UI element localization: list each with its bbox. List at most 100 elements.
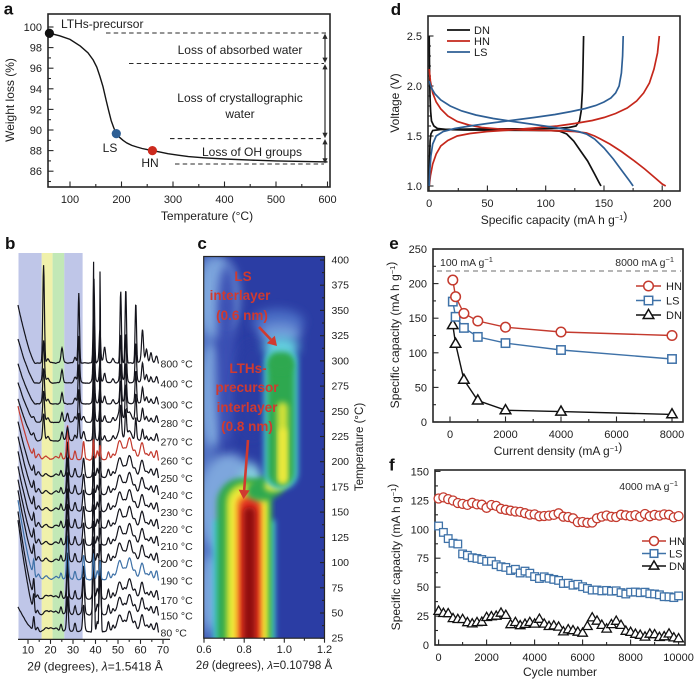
svg-text:80 °C: 80 °C — [161, 628, 188, 640]
svg-text:10: 10 — [22, 644, 34, 656]
svg-text:HN: HN — [141, 156, 158, 170]
svg-text:1.0: 1.0 — [407, 181, 422, 193]
svg-text:500: 500 — [267, 194, 285, 206]
svg-text:100: 100 — [409, 348, 427, 360]
svg-text:(0.6 nm): (0.6 nm) — [216, 308, 268, 323]
svg-text:92: 92 — [30, 104, 42, 116]
svg-text:90: 90 — [30, 125, 42, 137]
svg-text:270 °C: 270 °C — [161, 437, 194, 449]
svg-text:375: 375 — [332, 280, 350, 292]
svg-text:a: a — [4, 0, 14, 19]
svg-text:100: 100 — [24, 22, 42, 34]
svg-text:100: 100 — [411, 524, 429, 536]
svg-text:25: 25 — [332, 633, 344, 645]
svg-text:Current density (mA g−1): Current density (mA g−1) — [494, 440, 623, 458]
svg-text:240 °C: 240 °C — [161, 490, 194, 502]
svg-text:b: b — [5, 234, 15, 253]
svg-text:2θ (degrees), λ=0.10798 Å: 2θ (degrees), λ=0.10798 Å — [196, 659, 333, 672]
svg-text:1.5: 1.5 — [407, 131, 422, 143]
svg-text:0: 0 — [426, 198, 432, 210]
svg-text:4000: 4000 — [522, 652, 546, 664]
svg-text:e: e — [389, 234, 398, 253]
svg-text:300: 300 — [164, 194, 182, 206]
svg-text:DN: DN — [666, 310, 682, 322]
svg-text:150 °C: 150 °C — [161, 611, 194, 623]
svg-text:325: 325 — [332, 330, 350, 342]
svg-text:LS: LS — [474, 47, 487, 59]
svg-text:20: 20 — [44, 644, 56, 656]
svg-text:125: 125 — [332, 532, 350, 544]
svg-text:75: 75 — [332, 582, 344, 594]
svg-text:86: 86 — [30, 166, 42, 178]
svg-text:DN: DN — [669, 561, 685, 573]
svg-text:DN: DN — [474, 25, 490, 37]
svg-text:8000: 8000 — [618, 652, 642, 664]
svg-text:230 °C: 230 °C — [161, 507, 194, 519]
svg-text:88: 88 — [30, 146, 42, 158]
svg-text:LTHs-precursor: LTHs-precursor — [61, 17, 143, 31]
svg-text:0.8: 0.8 — [237, 644, 252, 656]
svg-text:94: 94 — [30, 84, 42, 96]
svg-text:200: 200 — [112, 194, 130, 206]
svg-text:Voltage (V): Voltage (V) — [388, 73, 402, 132]
svg-text:200: 200 — [653, 198, 671, 210]
svg-text:250 °C: 250 °C — [161, 473, 194, 485]
svg-text:125: 125 — [411, 495, 429, 507]
svg-text:Temperature (°C): Temperature (°C) — [161, 209, 253, 223]
svg-text:250: 250 — [409, 244, 427, 256]
svg-text:8000 mA g−1: 8000 mA g−1 — [615, 255, 674, 269]
svg-text:100: 100 — [61, 194, 79, 206]
svg-text:d: d — [391, 0, 401, 19]
svg-text:HN: HN — [474, 36, 490, 48]
svg-text:2.5: 2.5 — [407, 31, 422, 43]
svg-text:70: 70 — [157, 644, 169, 656]
svg-text:LS: LS — [666, 296, 679, 308]
svg-text:200: 200 — [409, 279, 427, 291]
svg-text:(0.8 nm): (0.8 nm) — [221, 419, 273, 434]
svg-text:50: 50 — [415, 382, 427, 394]
svg-text:1.2: 1.2 — [317, 644, 332, 656]
svg-text:75: 75 — [417, 553, 429, 565]
svg-text:150: 150 — [332, 507, 350, 519]
svg-text:6000: 6000 — [570, 652, 594, 664]
svg-text:Temperature (°C): Temperature (°C) — [354, 403, 366, 491]
svg-text:60: 60 — [134, 644, 146, 656]
svg-text:800 °C: 800 °C — [161, 359, 194, 371]
svg-text:Weight loss (%): Weight loss (%) — [3, 58, 17, 142]
svg-text:150: 150 — [595, 198, 613, 210]
svg-text:2000: 2000 — [493, 429, 517, 441]
svg-text:50: 50 — [332, 607, 344, 619]
svg-text:LS: LS — [103, 141, 118, 155]
svg-text:Loss of crystallographic: Loss of crystallographic — [177, 91, 302, 105]
svg-text:LS: LS — [669, 549, 682, 561]
svg-text:210 °C: 210 °C — [161, 541, 194, 553]
svg-text:0.6: 0.6 — [196, 644, 211, 656]
svg-text:300 °C: 300 °C — [161, 400, 194, 412]
svg-text:0: 0 — [436, 652, 442, 664]
svg-text:260 °C: 260 °C — [161, 456, 194, 468]
svg-text:4000: 4000 — [549, 429, 573, 441]
svg-text:2000: 2000 — [474, 652, 498, 664]
svg-text:150: 150 — [409, 313, 427, 325]
svg-text:f: f — [389, 455, 395, 474]
svg-text:350: 350 — [332, 305, 350, 317]
svg-text:LS: LS — [234, 269, 251, 284]
svg-text:170 °C: 170 °C — [161, 595, 194, 607]
svg-text:8000: 8000 — [660, 429, 684, 441]
svg-text:10000: 10000 — [663, 652, 694, 664]
svg-text:0: 0 — [447, 429, 453, 441]
svg-text:100 mA g−1: 100 mA g−1 — [440, 255, 493, 269]
svg-text:400 °C: 400 °C — [161, 379, 194, 391]
svg-text:LTHs-: LTHs- — [229, 361, 266, 376]
svg-text:4000 mA g−1: 4000 mA g−1 — [619, 479, 678, 493]
svg-text:100: 100 — [537, 198, 555, 210]
svg-text:0: 0 — [423, 640, 429, 652]
svg-text:interlayer: interlayer — [210, 288, 272, 303]
svg-text:400: 400 — [332, 255, 350, 267]
svg-text:c: c — [197, 234, 206, 253]
svg-text:275: 275 — [332, 381, 350, 393]
svg-text:150: 150 — [411, 466, 429, 478]
svg-text:1.0: 1.0 — [277, 644, 292, 656]
svg-text:250: 250 — [332, 406, 350, 418]
svg-text:225: 225 — [332, 431, 350, 443]
